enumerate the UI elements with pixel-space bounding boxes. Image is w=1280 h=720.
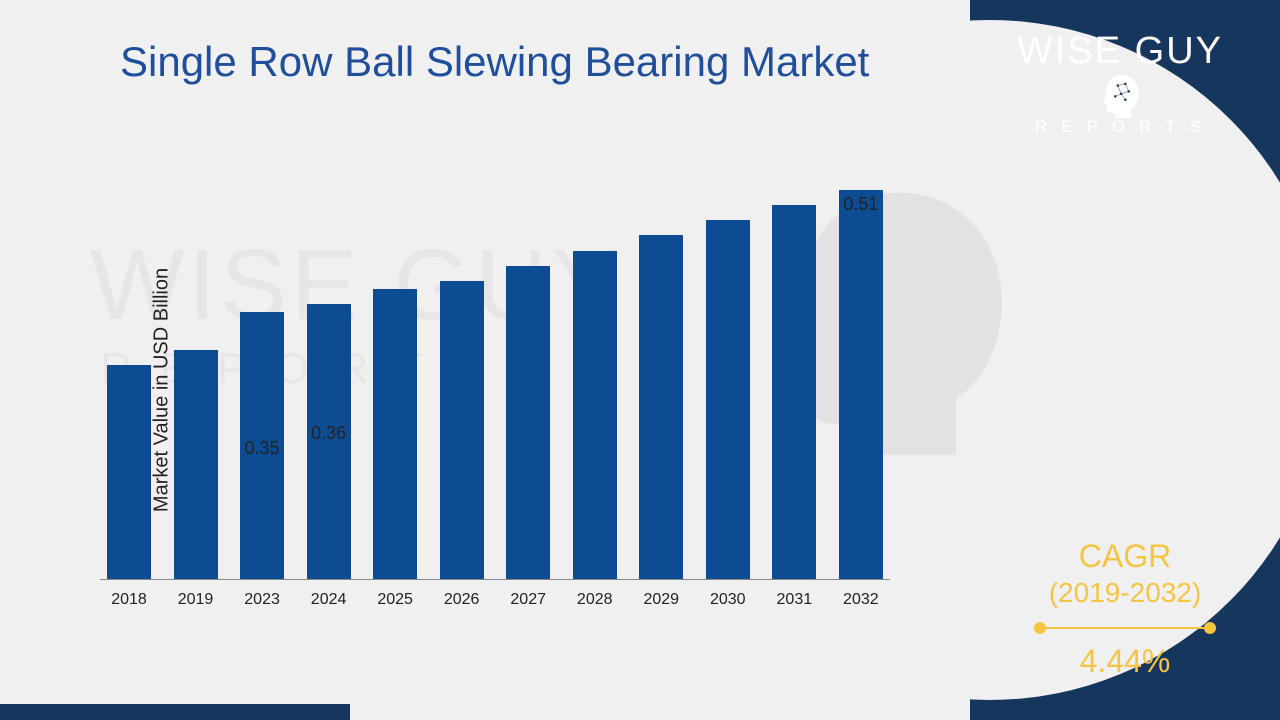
- bar: [440, 281, 484, 579]
- bar-col: 2018: [100, 365, 158, 579]
- logo: WISE GUY REPORTS: [990, 30, 1250, 137]
- bar-col: 2027: [499, 266, 557, 579]
- bar-col: 2029: [632, 235, 690, 579]
- bar-value-label: 0.35: [245, 438, 280, 459]
- x-tick-label: 2018: [111, 591, 147, 609]
- bar-col: 2026: [433, 281, 491, 579]
- bar-col: 2025: [366, 289, 424, 579]
- cagr-box: CAGR (2019-2032) 4.44%: [1010, 538, 1240, 680]
- cagr-range: (2019-2032): [1010, 577, 1240, 609]
- bar-col: 0.512032: [832, 190, 890, 579]
- bar: [373, 289, 417, 579]
- chart-area: Market Value in USD Billion 201820190.35…: [60, 160, 890, 620]
- bar: [174, 350, 218, 579]
- cagr-label: CAGR: [1010, 538, 1240, 575]
- bar-col: 2028: [566, 251, 624, 579]
- bar: [573, 251, 617, 579]
- x-tick-label: 2026: [444, 591, 480, 609]
- x-tick-label: 2025: [377, 591, 413, 609]
- x-tick-label: 2028: [577, 591, 613, 609]
- x-tick-label: 2032: [843, 591, 879, 609]
- cagr-divider: [1040, 627, 1210, 629]
- x-tick-label: 2029: [643, 591, 679, 609]
- bar-value-label: 0.51: [843, 194, 878, 215]
- logo-brand-main: WISE GUY: [1017, 30, 1223, 73]
- bar: [706, 220, 750, 579]
- x-tick-label: 2019: [178, 591, 214, 609]
- bars-container: 201820190.3520230.3620242025202620272028…: [100, 160, 890, 580]
- cagr-value: 4.44%: [1010, 643, 1240, 680]
- x-tick-label: 2031: [777, 591, 813, 609]
- x-tick-label: 2023: [244, 591, 280, 609]
- bar-col: 2031: [765, 205, 823, 579]
- x-tick-label: 2030: [710, 591, 746, 609]
- bar: [772, 205, 816, 579]
- head-network-icon: [1099, 73, 1145, 119]
- bar-value-label: 0.36: [311, 423, 346, 444]
- bar: [107, 365, 151, 579]
- bar: [506, 266, 550, 579]
- bar: [639, 235, 683, 579]
- bar-col: 0.362024: [300, 304, 358, 579]
- logo-brand-sub: REPORTS: [990, 117, 1250, 137]
- bottom-accent-bar: [0, 704, 350, 720]
- bar: [839, 190, 883, 579]
- x-tick-label: 2027: [510, 591, 546, 609]
- chart-stage: WISE GUY REPORTS Single Row Ball Slewing…: [0, 0, 1280, 720]
- bar-col: 0.352023: [233, 312, 291, 579]
- chart-title: Single Row Ball Slewing Bearing Market: [120, 38, 869, 86]
- bar-col: 2030: [699, 220, 757, 579]
- x-tick-label: 2024: [311, 591, 347, 609]
- bar-col: 2019: [167, 350, 225, 579]
